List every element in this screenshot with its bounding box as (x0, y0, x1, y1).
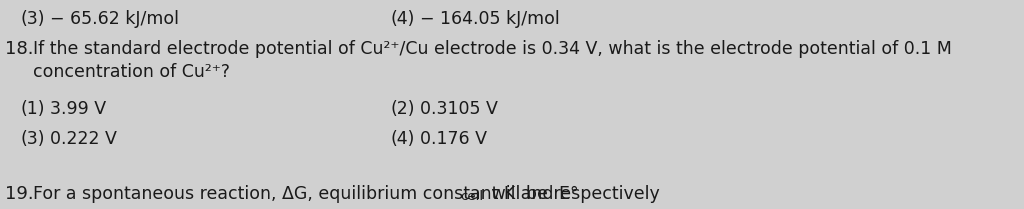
Text: 0.176 V: 0.176 V (420, 130, 487, 148)
Text: − 65.62 kJ/mol: − 65.62 kJ/mol (50, 10, 179, 28)
Text: will be respectively: will be respectively (486, 185, 659, 203)
Text: − 164.05 kJ/mol: − 164.05 kJ/mol (420, 10, 560, 28)
Text: (3): (3) (20, 10, 44, 28)
Text: (1): (1) (20, 100, 44, 118)
Text: (4): (4) (390, 10, 415, 28)
Text: (3): (3) (20, 130, 44, 148)
Text: concentration of Cu²⁺?: concentration of Cu²⁺? (33, 63, 230, 81)
Text: (2): (2) (390, 100, 415, 118)
Text: 19.: 19. (5, 185, 34, 203)
Text: cell: cell (460, 190, 483, 203)
Text: If the standard electrode potential of Cu²⁺/Cu electrode is 0.34 V, what is the : If the standard electrode potential of C… (33, 40, 952, 58)
Text: (4): (4) (390, 130, 415, 148)
Text: 0.222 V: 0.222 V (50, 130, 117, 148)
Text: 0.3105 V: 0.3105 V (420, 100, 498, 118)
Text: 18.: 18. (5, 40, 34, 58)
Text: For a spontaneous reaction, ΔG, equilibrium constant K and E°: For a spontaneous reaction, ΔG, equilibr… (33, 185, 579, 203)
Text: 3.99 V: 3.99 V (50, 100, 106, 118)
